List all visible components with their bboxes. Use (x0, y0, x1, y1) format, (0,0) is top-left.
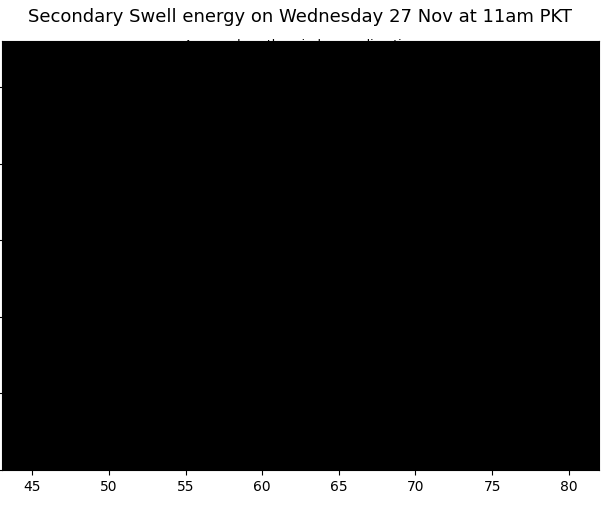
Text: Secondary Swell energy on Wednesday 27 Nov at 11am PKT: Secondary Swell energy on Wednesday 27 N… (28, 8, 573, 26)
Text: Arrows show the wind wave direction: Arrows show the wind wave direction (184, 39, 417, 53)
